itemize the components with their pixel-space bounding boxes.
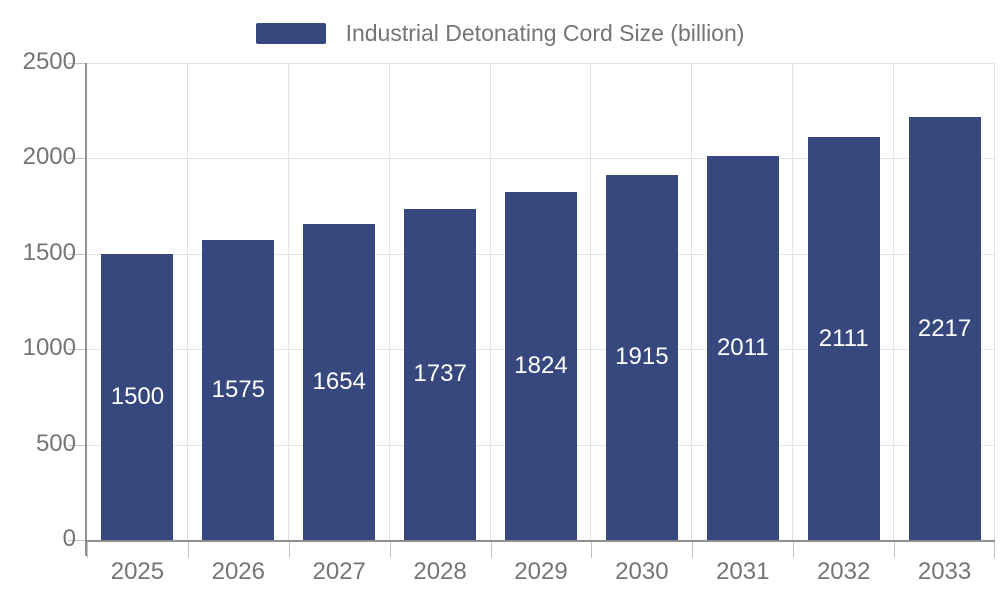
x-tick-label-2027: 2027 <box>312 558 366 585</box>
x-tick-label-2028: 2028 <box>413 558 467 585</box>
bar-value-label-2033: 2217 <box>917 314 972 342</box>
gridline-horizontal <box>87 158 995 160</box>
x-axis-tick <box>389 542 391 558</box>
x-tick-label-2029: 2029 <box>514 558 568 585</box>
x-axis-tick <box>591 542 593 558</box>
x-axis-tick <box>87 542 88 558</box>
bar-value-label-2030: 1915 <box>615 343 669 371</box>
x-tick-label-2033: 2033 <box>917 558 972 585</box>
legend-swatch <box>255 23 326 44</box>
bar-value-label-2026: 1575 <box>211 375 266 403</box>
y-axis-tick <box>68 540 86 541</box>
x-axis-tick <box>894 542 896 558</box>
gridline-vertical <box>893 63 895 540</box>
x-tick-label-2032: 2032 <box>816 558 871 585</box>
gridline-vertical <box>994 63 995 540</box>
y-axis-tick <box>68 158 86 160</box>
y-axis-tick <box>68 253 86 255</box>
x-tick-label-2031: 2031 <box>716 558 770 585</box>
bar-2033[interactable]: 2217 <box>908 117 981 540</box>
bar-value-label-2028: 1737 <box>413 360 467 388</box>
bar-2027[interactable]: 1654 <box>303 224 376 540</box>
bar-value-label-2025: 1500 <box>110 382 165 410</box>
x-axis-tick <box>692 542 694 558</box>
gridline-vertical <box>186 63 188 540</box>
x-axis-line <box>85 540 995 542</box>
gridline-vertical <box>590 63 592 540</box>
bar-2029[interactable]: 1824 <box>505 191 577 540</box>
x-tick-label-2026: 2026 <box>211 558 265 585</box>
bar-value-label-2027: 1654 <box>312 368 366 396</box>
gridline-vertical <box>792 63 794 540</box>
y-axis-line <box>85 63 87 556</box>
y-axis-tick <box>68 444 86 446</box>
bar-2026[interactable]: 1575 <box>202 239 275 540</box>
gridline-vertical <box>388 63 390 540</box>
y-axis-tick <box>68 349 86 351</box>
gridline-vertical <box>287 63 289 540</box>
y-tick-label-0: 0 <box>62 524 76 552</box>
y-tick-label-500: 500 <box>35 429 76 457</box>
x-axis-tick <box>994 542 995 558</box>
gridline-horizontal <box>87 63 995 64</box>
legend-label: Industrial Detonating Cord Size (billion… <box>345 20 745 46</box>
bar-2032[interactable]: 2111 <box>807 137 880 540</box>
gridline-vertical <box>691 63 693 540</box>
x-axis-tick <box>288 542 290 558</box>
x-axis-tick <box>490 542 492 558</box>
bar-value-label-2029: 1824 <box>514 351 568 379</box>
y-tick-label-1500: 1500 <box>22 238 76 266</box>
y-axis-tick <box>68 63 86 64</box>
x-axis-tick <box>187 542 189 558</box>
bar-2028[interactable]: 1737 <box>404 208 477 540</box>
x-tick-label-2025: 2025 <box>110 558 165 585</box>
x-tick-label-2030: 2030 <box>615 558 669 585</box>
y-tick-label-2000: 2000 <box>22 143 76 171</box>
bar-2025[interactable]: 1500 <box>101 253 174 540</box>
y-tick-label-2500: 2500 <box>22 47 76 75</box>
gridline-vertical <box>489 63 491 540</box>
bar-value-label-2031: 2011 <box>716 334 769 362</box>
bar-2031[interactable]: 2011 <box>706 156 779 540</box>
bar-2030[interactable]: 1915 <box>605 174 678 540</box>
legend[interactable]: Industrial Detonating Cord Size (billion… <box>0 20 1000 47</box>
x-axis-tick <box>793 542 795 558</box>
plot-area: 1500 1575 1654 1737 1824 1915 2011 2111 2217 <box>87 63 995 540</box>
bar-value-label-2032: 2111 <box>818 324 869 352</box>
y-tick-label-1000: 1000 <box>22 334 76 362</box>
